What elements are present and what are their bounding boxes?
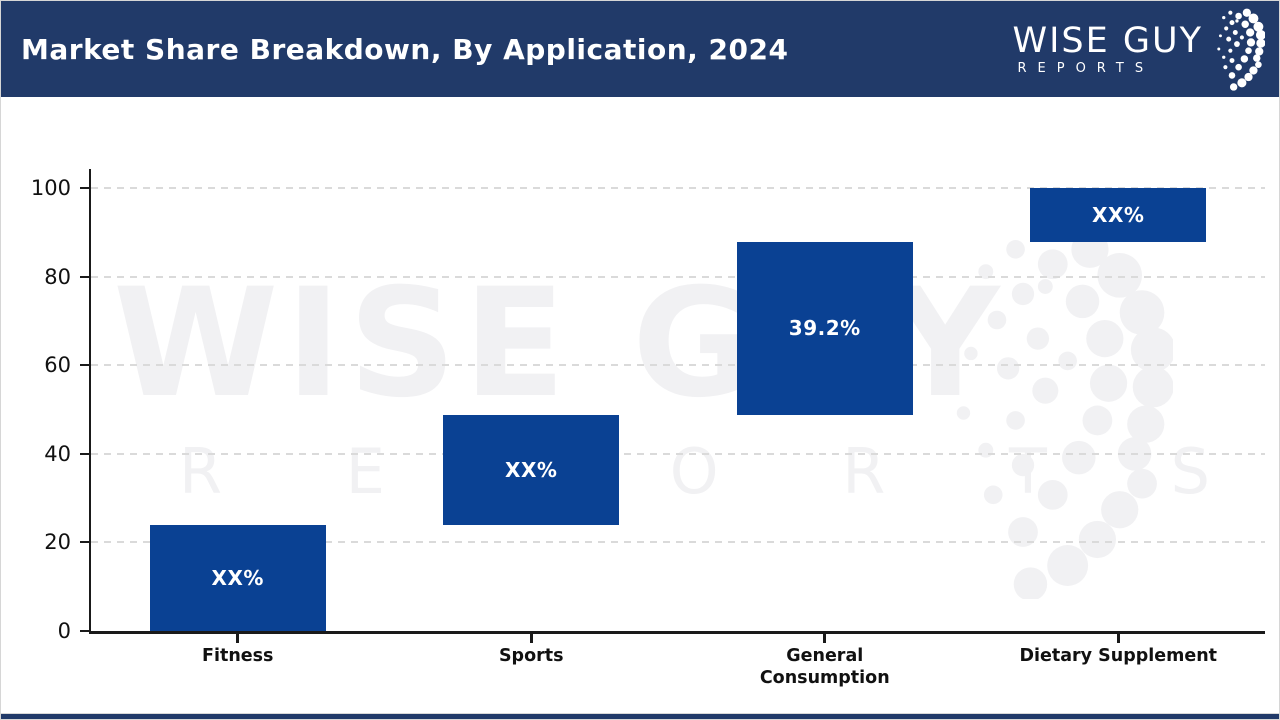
brand-logo-text: WISE GUY REPORTS xyxy=(1012,22,1203,76)
y-tick-label: 80 xyxy=(44,264,71,289)
plot-area: XX% Fitness XX% Sports 39.2% General Consumpt… xyxy=(80,169,1265,688)
dotted-head-icon xyxy=(1217,8,1265,91)
y-tick-label: 60 xyxy=(44,353,71,378)
y-tick-label: 20 xyxy=(44,530,71,555)
footer-bar xyxy=(1,713,1279,719)
header-bar: Market Share Breakdown, By Application, … xyxy=(1,1,1279,97)
bar-value-label: XX% xyxy=(505,457,558,482)
bar-value-label: 39.2% xyxy=(788,316,861,341)
y-tick-mark xyxy=(80,187,89,189)
bar-value-label: XX% xyxy=(211,565,264,590)
bar: XX% xyxy=(149,524,326,631)
brand-sub: REPORTS xyxy=(1017,61,1155,76)
y-tick-mark xyxy=(80,541,89,544)
y-tick-label: 40 xyxy=(44,441,71,466)
y-tick-label: 0 xyxy=(57,619,71,643)
x-tick-label: General Consumption xyxy=(759,646,890,688)
bar: 39.2% xyxy=(736,241,913,416)
y-tick-label: 100 xyxy=(30,176,71,200)
y-tick-mark xyxy=(80,364,89,367)
y-axis: 0 20 40 60 80 100 xyxy=(1,169,87,643)
y-tick-mark xyxy=(80,275,89,278)
y-tick-mark xyxy=(80,630,89,632)
x-tick-mark xyxy=(236,634,240,643)
gridline xyxy=(91,452,1265,455)
gridline xyxy=(91,364,1265,367)
bar-value-label: XX% xyxy=(1092,202,1145,227)
gridline xyxy=(91,187,1265,189)
brand-name: WISE GUY xyxy=(1012,21,1203,61)
x-tick-label: Dietary Supplement xyxy=(1019,646,1218,666)
gridline xyxy=(91,541,1265,544)
x-tick-mark xyxy=(529,634,533,643)
chart-title: Market Share Breakdown, By Application, … xyxy=(21,32,789,66)
x-tick-mark xyxy=(823,634,827,643)
bar: XX% xyxy=(443,415,620,525)
x-tick-label: Sports xyxy=(498,646,564,666)
gridline xyxy=(91,275,1265,278)
y-tick-mark xyxy=(80,452,89,455)
x-tick-mark xyxy=(1116,634,1120,643)
x-tick-label: Fitness xyxy=(202,646,274,666)
bar: XX% xyxy=(1030,188,1207,242)
brand-logo: WISE GUY REPORTS xyxy=(1012,7,1265,91)
